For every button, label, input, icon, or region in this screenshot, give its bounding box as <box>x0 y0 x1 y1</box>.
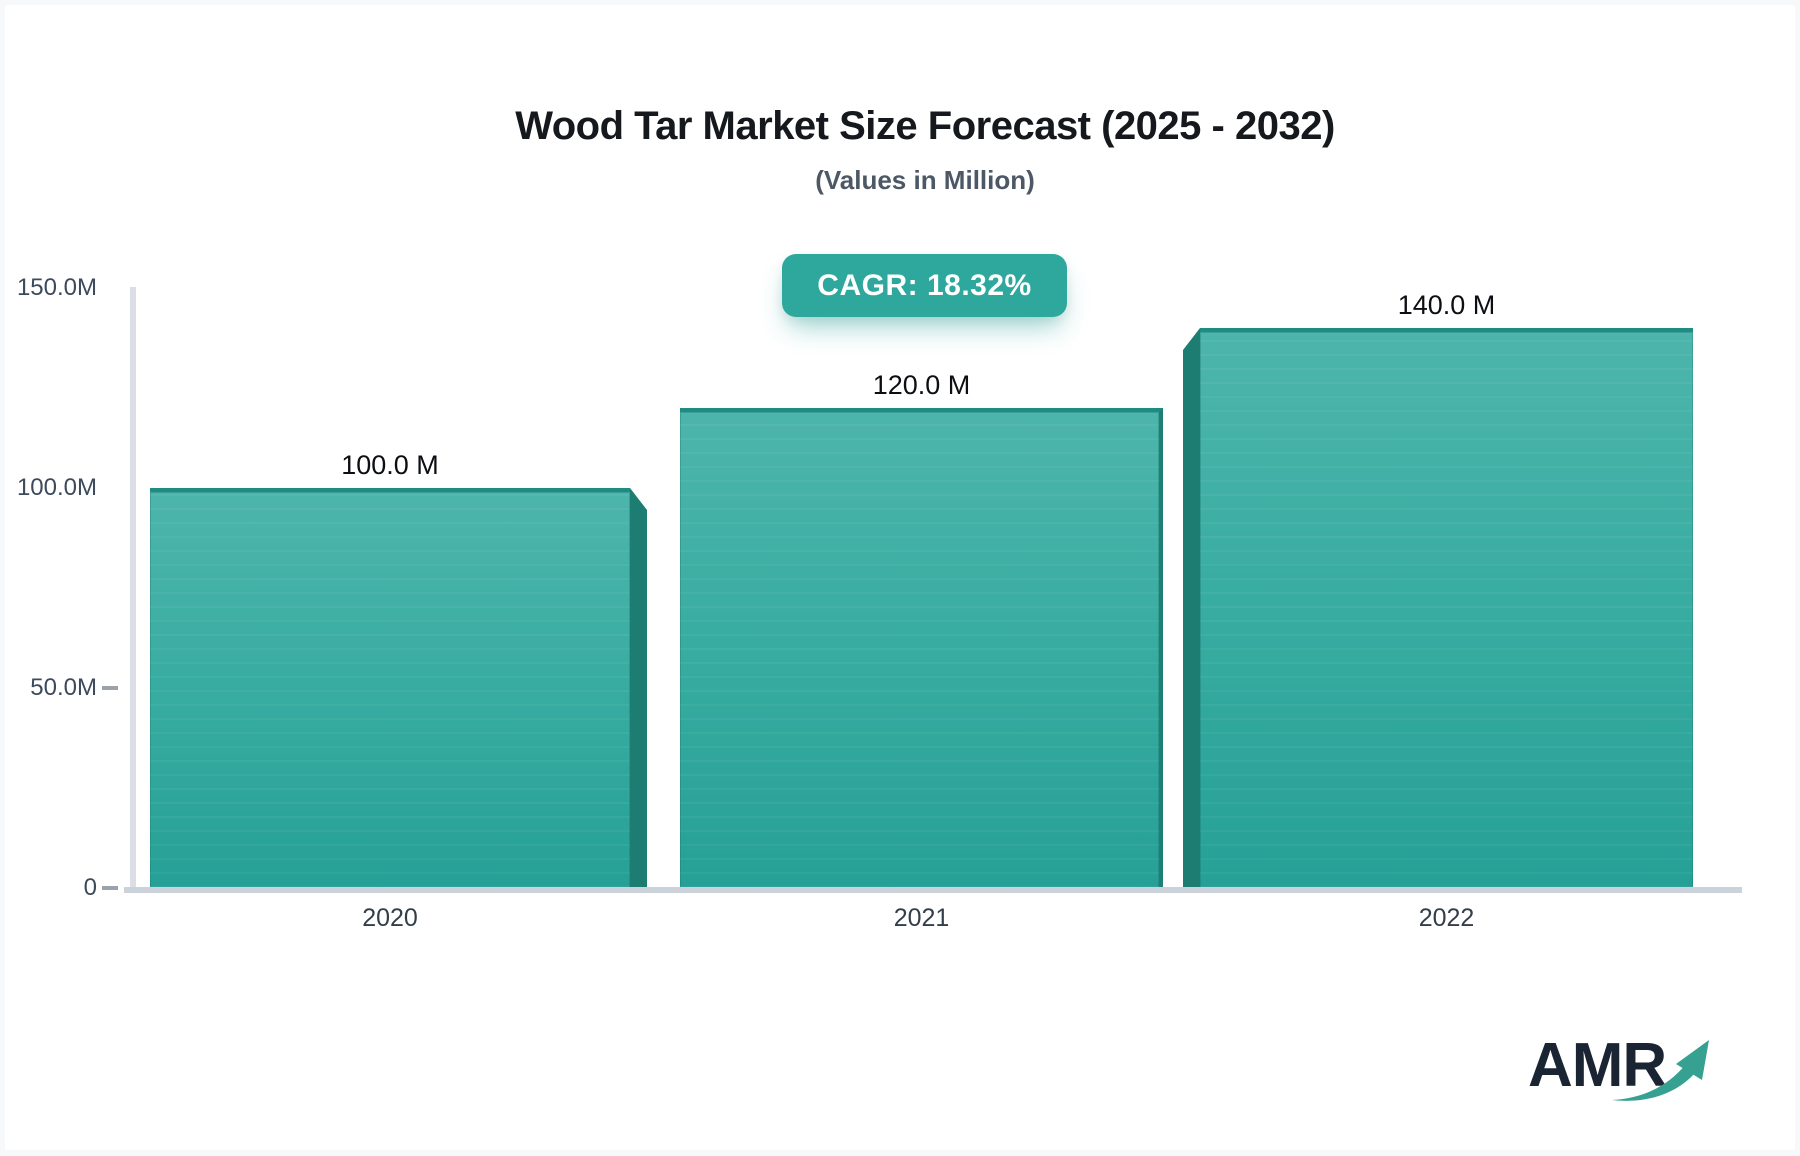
x-category-label: 2021 <box>893 904 950 932</box>
cagr-badge: CAGR: 18.32% <box>782 254 1067 317</box>
chart-header: Wood Tar Market Size Forecast (2025 - 20… <box>50 104 1800 196</box>
amr-logo: AMR <box>1528 1030 1709 1110</box>
y-tick-label: 50.0M <box>30 674 97 701</box>
x-category-label: 2020 <box>362 904 418 932</box>
bar-value-label: 120.0 M <box>872 370 971 400</box>
y-tick-label: 0 <box>83 874 97 901</box>
bar-value-label: 100.0 M <box>341 450 439 480</box>
bar <box>150 488 630 888</box>
y-tick-dash <box>102 686 118 690</box>
y-axis-line <box>130 287 136 893</box>
bar-side-face <box>1183 328 1200 888</box>
x-category-label: 2022 <box>1418 904 1475 932</box>
bar-side-face <box>630 488 647 888</box>
amr-logo-arrow-icon <box>1612 1040 1709 1101</box>
bar <box>1200 328 1693 888</box>
amr-logo-text: AMR <box>1528 1031 1667 1100</box>
x-axis-line <box>124 887 1742 893</box>
cagr-badge-label: CAGR: 18.32% <box>817 268 1032 302</box>
y-tick-label: 100.0M <box>16 474 97 501</box>
bar <box>680 408 1163 888</box>
y-tick-dash <box>102 886 118 890</box>
bar-value-label: 140.0 M <box>1397 290 1496 320</box>
chart-subtitle: (Values in Million) <box>815 165 1035 195</box>
y-tick-label: 150.0M <box>16 274 97 301</box>
chart-title: Wood Tar Market Size Forecast (2025 - 20… <box>515 104 1335 148</box>
